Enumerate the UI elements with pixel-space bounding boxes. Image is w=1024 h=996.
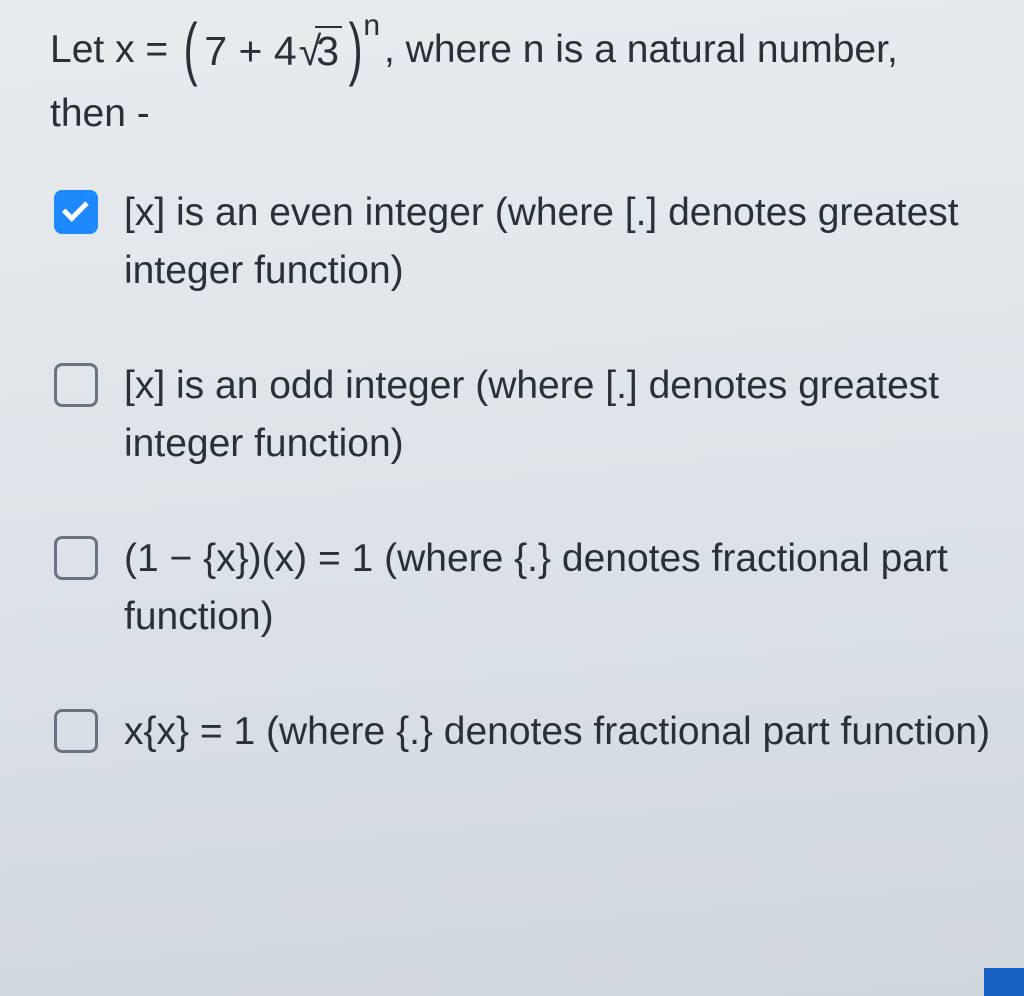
inner-expression: 7 + 4√3 [202, 20, 344, 84]
option-d[interactable]: x{x} = 1 (where {.} denotes fractional p… [54, 703, 994, 762]
inner-const: 7 + 4 [204, 28, 296, 74]
question-lead: Let [50, 28, 104, 71]
option-text: [x] is an even integer (where [.] denote… [124, 184, 994, 301]
exponent: n [363, 3, 380, 50]
sqrt-arg: 3 [315, 26, 342, 74]
checkmark-icon [62, 195, 89, 222]
corner-tab[interactable] [984, 968, 1024, 996]
question-tail: , where n is a natural number, then - [50, 28, 898, 134]
checkbox-empty-icon[interactable] [54, 536, 98, 580]
checkbox-empty-icon[interactable] [54, 363, 98, 407]
question-stem: Let x = ( 7 + 4√3 ) n , where n is a nat… [50, 20, 994, 144]
options-list: [x] is an even integer (where [.] denote… [50, 184, 994, 762]
option-c[interactable]: (1 − {x})(x) = 1 (where {.} denotes frac… [54, 530, 994, 647]
question-var: x [115, 28, 135, 71]
option-a[interactable]: [x] is an even integer (where [.] denote… [54, 184, 994, 301]
option-text: [x] is an odd integer (where [.] denotes… [124, 357, 994, 474]
option-b[interactable]: [x] is an odd integer (where [.] denotes… [54, 357, 994, 474]
checkbox-checked-icon[interactable] [54, 190, 98, 234]
left-paren: ( [184, 20, 198, 76]
sqrt: √3 [299, 20, 342, 84]
equation-expression: ( 7 + 4√3 ) n [179, 20, 384, 84]
right-paren: ) [349, 20, 363, 76]
checkbox-empty-icon[interactable] [54, 709, 98, 753]
option-text: (1 − {x})(x) = 1 (where {.} denotes frac… [124, 530, 994, 647]
equals-sign: = [145, 28, 168, 71]
option-text: x{x} = 1 (where {.} denotes fractional p… [124, 703, 994, 762]
